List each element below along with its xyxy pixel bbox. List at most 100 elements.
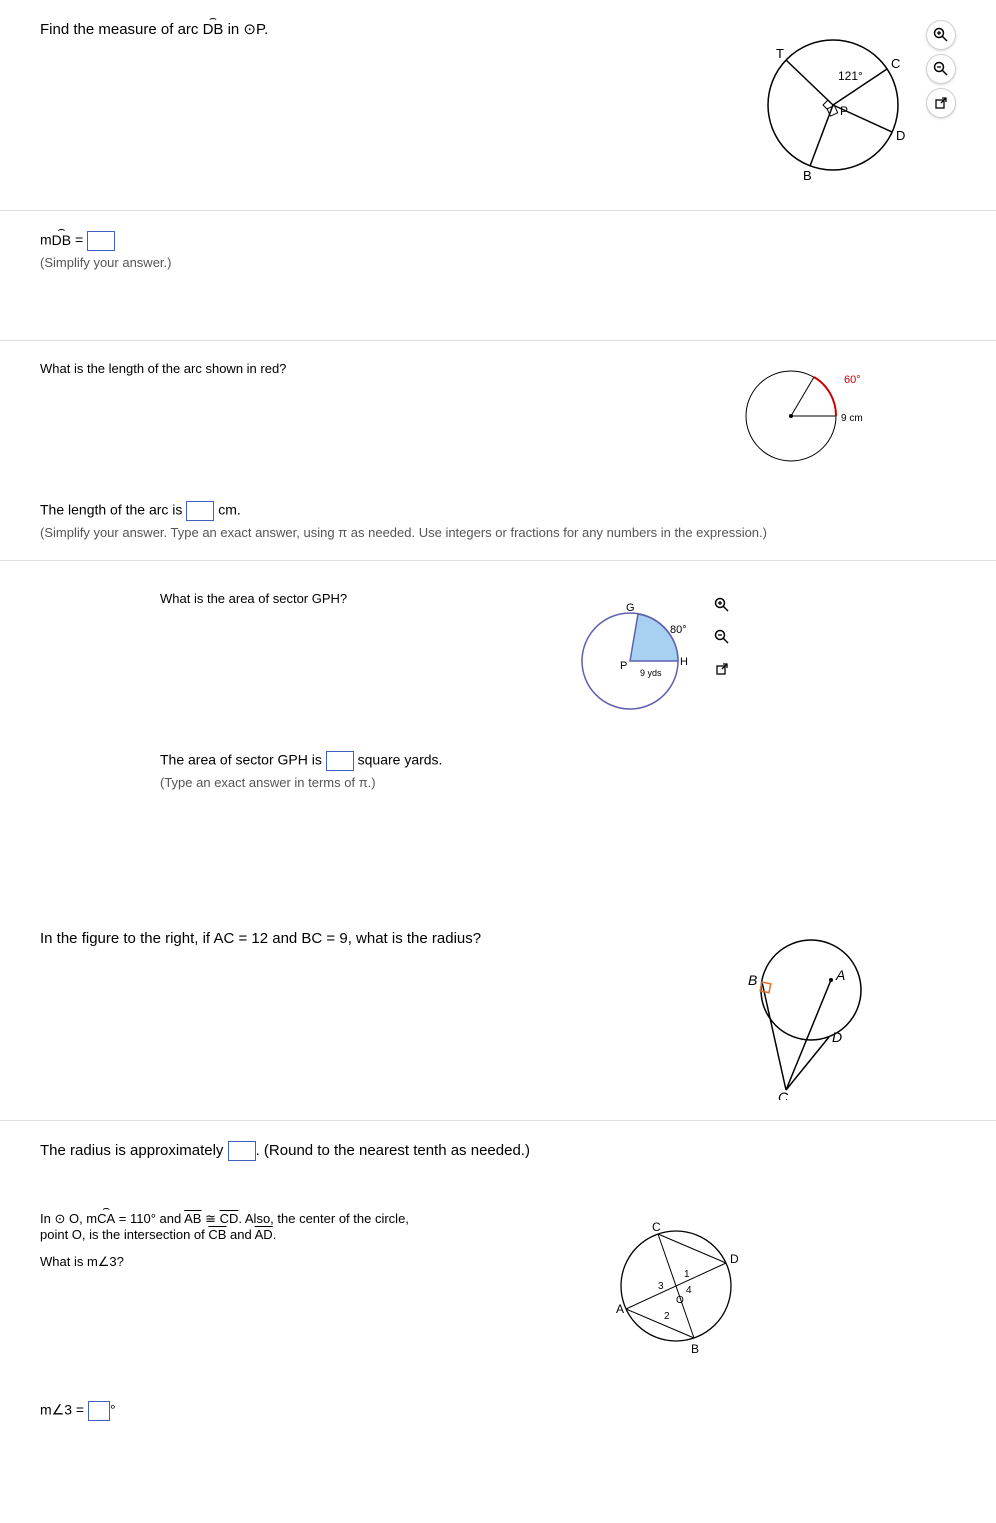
a1-prefix: m	[40, 232, 52, 248]
zoom-in-button[interactable]	[708, 591, 736, 619]
diagram-area: 121° T C P B D	[748, 20, 956, 190]
q5-l1c: . Also, the center of the circle,	[238, 1211, 409, 1226]
n1: 1	[684, 1269, 690, 1280]
q1-arc: DB	[203, 21, 224, 38]
answer-input-2[interactable]	[186, 501, 214, 521]
zoom-in-button[interactable]	[926, 20, 956, 50]
q5-period: .	[273, 1227, 277, 1242]
pt-B: B	[803, 168, 812, 183]
tool-buttons-3	[708, 591, 736, 683]
a5-prefix: m∠3 =	[40, 1402, 88, 1418]
q1-prefix: Find the measure of arc	[40, 21, 203, 38]
tool-buttons	[926, 20, 956, 118]
hint-2: (Simplify your answer. Type an exact ans…	[40, 525, 956, 540]
diagram-circle-p1: 121° T C P B D	[748, 20, 918, 190]
pt-D-4: D	[832, 1029, 842, 1045]
pt-P: P	[840, 104, 848, 118]
answer-line-3: The area of sector GPH is square yards.	[160, 751, 956, 771]
question-text-5: In ⊙ O, mCA = 110° and AB ≅ CD. Also, th…	[40, 1211, 596, 1270]
q5-and: and	[226, 1227, 254, 1242]
question-row: Find the measure of arc DB in ⊙P. 121° T…	[40, 20, 956, 190]
zoom-out-button[interactable]	[926, 54, 956, 84]
problem-3: What is the area of sector GPH? G P H 80…	[0, 561, 996, 731]
question-text-3: What is the area of sector GPH?	[160, 591, 570, 606]
pt-A-5: A	[616, 1302, 624, 1316]
q1-suffix: in ⊙P.	[223, 21, 268, 38]
angle-label-3: 80°	[670, 624, 687, 636]
diagram-circle-p4: A B C D	[716, 930, 876, 1100]
pt-O-5: O	[676, 1295, 684, 1306]
pt-B-4: B	[748, 972, 757, 988]
zoom-in-icon	[933, 27, 949, 43]
popout-icon	[934, 96, 948, 110]
answer-section-1: mDB = (Simplify your answer.)	[0, 211, 996, 341]
a1-arc: DB	[52, 232, 71, 248]
question-text-2: What is the length of the arc shown in r…	[40, 361, 736, 376]
problem-2: What is the length of the arc shown in r…	[0, 341, 996, 481]
diagram-area-2: 60° 9 cm	[736, 361, 876, 471]
n2: 2	[664, 1311, 670, 1322]
pt-T: T	[776, 46, 784, 61]
a2-suffix: cm.	[214, 502, 240, 518]
diagram-area-4: A B C D	[716, 930, 876, 1100]
a3-prefix: The area of sector GPH is	[160, 752, 326, 768]
q5-l3: What is m∠3?	[40, 1254, 596, 1270]
question-row-5: In ⊙ O, mCA = 110° and AB ≅ CD. Also, th…	[40, 1211, 956, 1361]
zoom-in-icon	[714, 597, 730, 613]
hint-1: (Simplify your answer.)	[40, 255, 956, 270]
answer-input-4[interactable]	[228, 1141, 256, 1161]
seg-ad: AD	[255, 1227, 273, 1242]
diagram-circle-p2: 60° 9 cm	[736, 361, 876, 471]
answer-line-2: The length of the arc is cm.	[40, 501, 956, 521]
radius-label-2: 9 cm	[841, 413, 863, 424]
seg-cb: CB	[208, 1227, 226, 1242]
pt-D-5: D	[730, 1252, 739, 1266]
answer-line-4: The radius is approximately . (Round to …	[40, 1141, 956, 1161]
zoom-out-icon	[933, 61, 949, 77]
pt-H: H	[680, 656, 688, 668]
answer-input-3[interactable]	[326, 751, 354, 771]
pt-P: P	[620, 660, 627, 672]
answer-section-2: The length of the arc is cm. (Simplify y…	[0, 481, 996, 561]
a3-suffix: square yards.	[354, 752, 443, 768]
problem-4: In the figure to the right, if AC = 12 a…	[0, 910, 996, 1121]
answer-line: mDB =	[40, 231, 956, 251]
a2-prefix: The length of the arc is	[40, 502, 186, 518]
n3: 3	[658, 1281, 664, 1292]
diagram-area-3: G P H 80° 9 yds	[570, 591, 736, 721]
pt-B-5: B	[691, 1342, 699, 1356]
diagram-circle-p5: C D A B O 1 2 3 4	[596, 1211, 756, 1361]
problem-5: In ⊙ O, mCA = 110° and AB ≅ CD. Also, th…	[0, 1181, 996, 1381]
q5-l1b: = 110° and	[115, 1211, 184, 1226]
answer-section-3: The area of sector GPH is square yards. …	[0, 731, 996, 910]
problem-1: Find the measure of arc DB in ⊙P. 121° T…	[0, 0, 996, 211]
n4: 4	[686, 1285, 692, 1296]
a4-suffix: . (Round to the nearest tenth as needed.…	[256, 1142, 530, 1159]
answer-line-5: m∠3 = °	[40, 1401, 956, 1421]
a5-suffix: °	[110, 1402, 116, 1418]
zoom-out-button[interactable]	[708, 623, 736, 651]
zoom-out-icon	[714, 629, 730, 645]
q5-cong: ≅	[201, 1211, 219, 1226]
answer-section-5: m∠3 = °	[0, 1381, 996, 1441]
pt-C-5: C	[652, 1220, 661, 1234]
question-text-4: In the figure to the right, if AC = 12 a…	[40, 930, 716, 947]
hint-3: (Type an exact answer in terms of π.)	[160, 775, 956, 790]
seg-cd: CD	[220, 1211, 239, 1226]
a4-prefix: The radius is approximately	[40, 1142, 228, 1159]
radius-label-3: 9 yds	[640, 668, 662, 678]
q5-l1a: In ⊙ O, m	[40, 1211, 97, 1226]
popout-button[interactable]	[926, 88, 956, 118]
a1-eq: =	[71, 232, 87, 248]
diagram-circle-p3: G P H 80° 9 yds	[570, 591, 700, 721]
answer-input-1[interactable]	[87, 231, 115, 251]
question-row-3: What is the area of sector GPH? G P H 80…	[160, 591, 956, 721]
answer-input-5[interactable]	[88, 1401, 110, 1421]
question-row-4: In the figure to the right, if AC = 12 a…	[40, 930, 956, 1100]
pt-D: D	[896, 128, 905, 143]
popout-icon	[715, 662, 729, 676]
popout-button[interactable]	[708, 655, 736, 683]
question-row: What is the length of the arc shown in r…	[40, 361, 956, 471]
q5-arc: CA	[97, 1211, 115, 1226]
angle-label-2: 60°	[844, 374, 861, 386]
